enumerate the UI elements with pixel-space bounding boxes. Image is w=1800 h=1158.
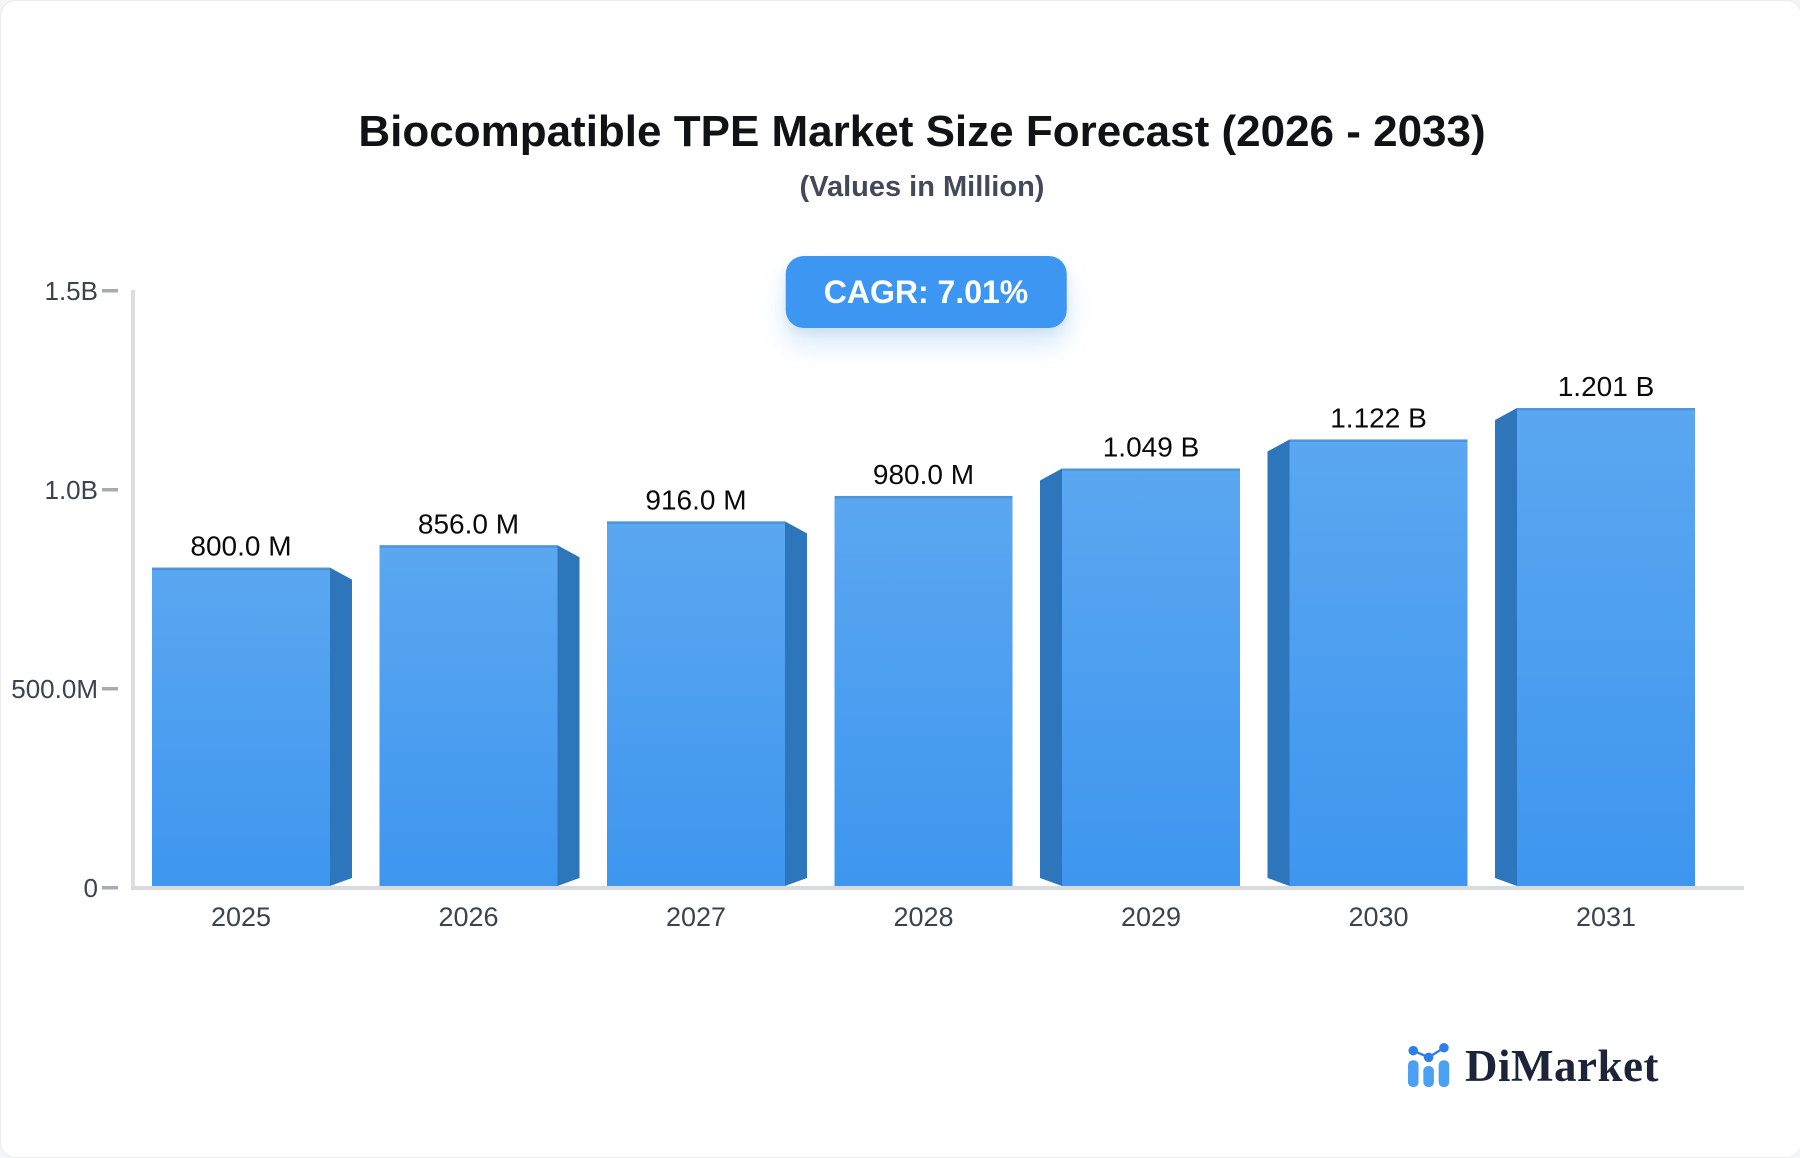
bar-value-label: 1.201 B — [1558, 371, 1655, 402]
brand-name: DiMarket — [1465, 1041, 1659, 1091]
y-tick-mark — [102, 886, 118, 890]
brand-footer: DiMarket — [1407, 1043, 1659, 1089]
bar-2026 — [379, 545, 558, 886]
bar-2027 — [607, 521, 785, 886]
y-tick-label: 1.5B — [45, 276, 99, 306]
bar-2025 — [152, 567, 330, 886]
bar-side-face — [1495, 408, 1517, 886]
bar-value-label: 1.049 B — [1103, 431, 1200, 462]
bar-value-label: 980.0 M — [873, 459, 974, 490]
bar-value-label: 916.0 M — [645, 484, 746, 515]
bar-2028 — [834, 495, 1013, 886]
bar-value-label: 856.0 M — [418, 508, 519, 539]
bar-value-label: 800.0 M — [190, 531, 291, 562]
y-tick-label: 500.0M — [11, 674, 98, 704]
bar-2029 — [1062, 468, 1240, 886]
bar-side-face — [1267, 439, 1290, 886]
bar-side-face — [557, 545, 580, 886]
y-tick-mark — [102, 289, 118, 293]
x-axis-baseline — [131, 886, 1744, 890]
bar-value-label: 1.122 B — [1330, 402, 1427, 433]
bar-2031 — [1517, 408, 1695, 886]
bar-side-face — [785, 521, 807, 886]
cagr-badge: CAGR: 7.01% — [785, 256, 1067, 328]
chart-subtitle: (Values in Million) — [799, 171, 1045, 203]
dimarket-logo-icon — [1408, 1043, 1450, 1088]
bar-2030 — [1289, 439, 1468, 886]
y-tick-mark — [102, 687, 118, 691]
y-axis-line — [131, 290, 135, 890]
x-axis-label: 2030 — [1348, 902, 1408, 932]
x-axis-label: 2027 — [666, 902, 726, 932]
y-tick-mark — [102, 488, 118, 492]
chart-title: Biocompatible TPE Market Size Forecast (… — [358, 107, 1486, 156]
x-axis-label: 2026 — [438, 902, 498, 932]
cagr-badge-label: CAGR: 7.01% — [823, 274, 1029, 310]
y-tick-label: 1.0B — [45, 475, 99, 505]
x-axis-label: 2029 — [1121, 902, 1181, 932]
bar-side-face — [1040, 468, 1062, 886]
x-axis-label: 2025 — [211, 902, 271, 932]
bar-side-face — [330, 567, 352, 886]
y-tick-label: 0 — [84, 873, 98, 903]
x-axis-label: 2031 — [1576, 902, 1636, 932]
x-axis-label: 2028 — [893, 902, 953, 932]
